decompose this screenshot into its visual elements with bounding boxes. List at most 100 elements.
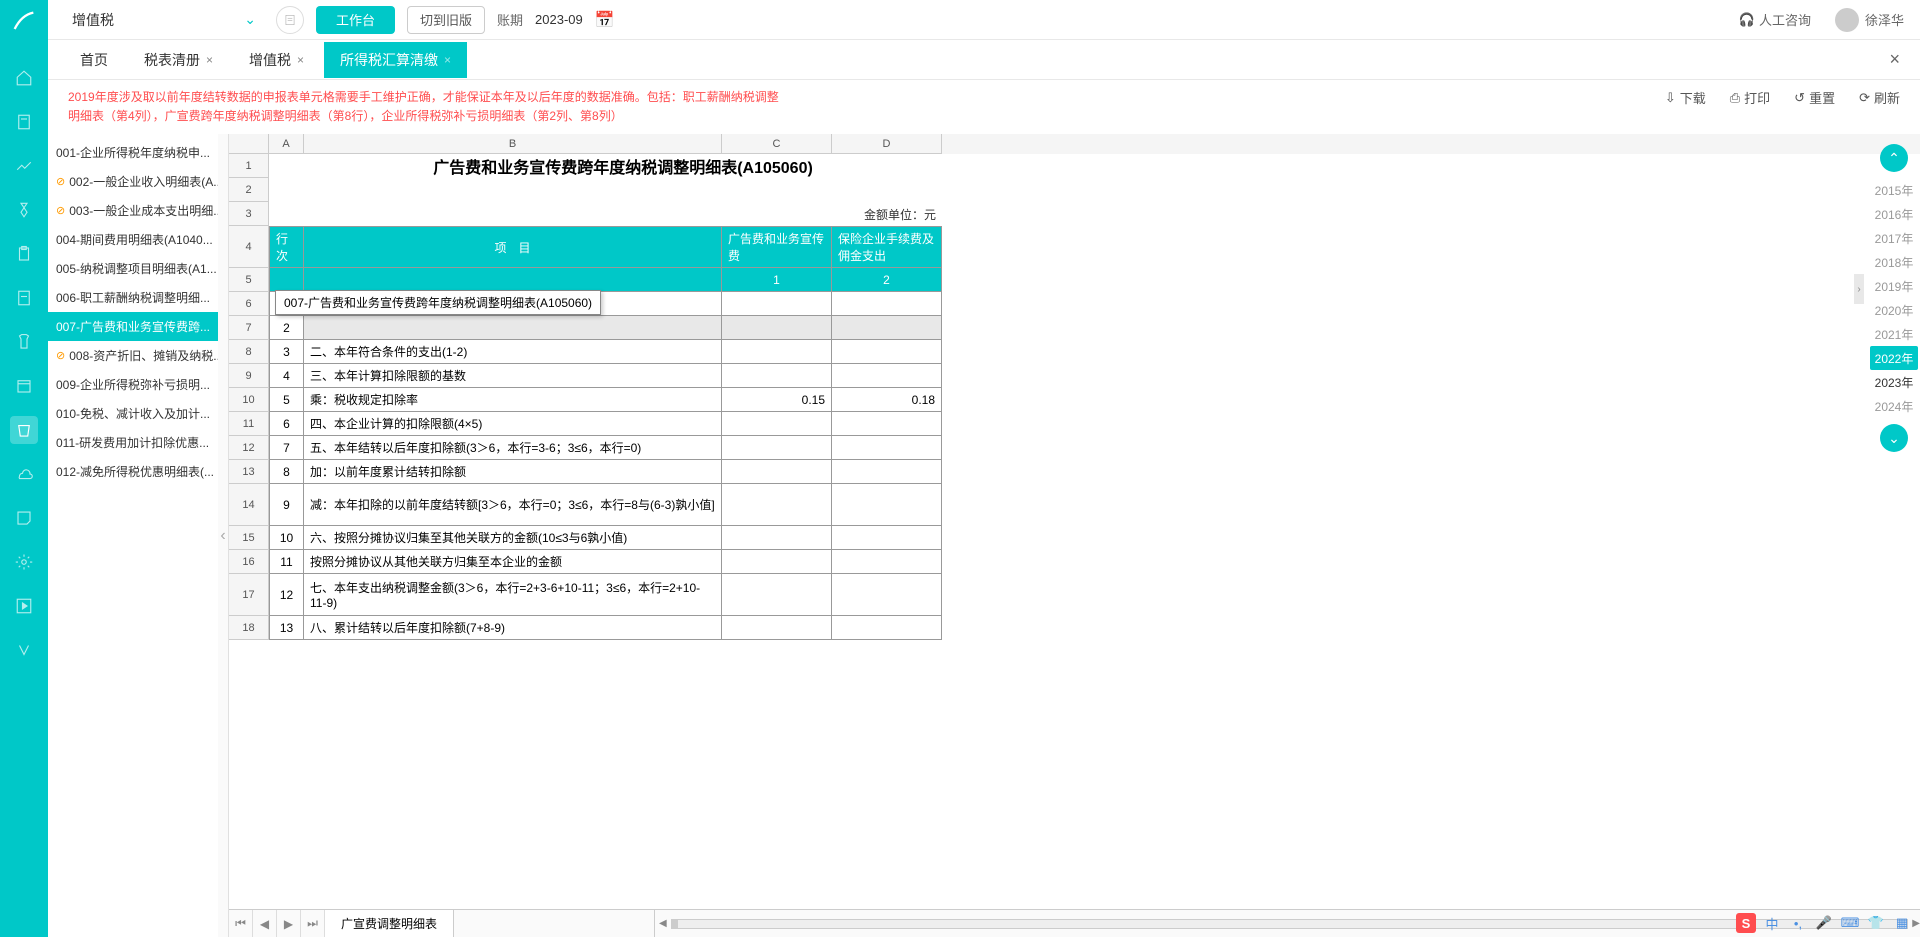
nav-chart-icon[interactable] (10, 152, 38, 180)
row-header[interactable]: 11 (229, 412, 269, 436)
row-header[interactable]: 14 (229, 484, 269, 526)
form-list-item[interactable]: 005-纳税调整项目明细表(A1... (48, 254, 218, 283)
year-button[interactable]: 2015年 (1870, 178, 1918, 202)
cell-item[interactable]: 五、本年结转以后年度扣除额(3＞6，本行=3-6；3≤6，本行=0) (304, 436, 722, 460)
cell-index[interactable]: 3 (269, 340, 304, 364)
cell-item[interactable]: 二、本年符合条件的支出(1-2) (304, 340, 722, 364)
row-header[interactable]: 16 (229, 550, 269, 574)
form-list-item[interactable]: 006-职工薪酬纳税调整明细... (48, 283, 218, 312)
print-button[interactable]: ⎙打印 (1730, 88, 1770, 107)
row-header[interactable]: 10 (229, 388, 269, 412)
year-button[interactable]: 2022年 (1870, 346, 1918, 370)
history-button[interactable] (276, 6, 304, 34)
refresh-button[interactable]: ⟳刷新 (1859, 88, 1900, 107)
cell[interactable] (304, 178, 942, 202)
nav-tax-icon[interactable] (10, 416, 38, 444)
cell-index[interactable]: 12 (269, 574, 304, 616)
sheet-prev-button[interactable]: ◀ (253, 910, 277, 937)
tab-close-icon[interactable]: × (444, 53, 451, 67)
reset-button[interactable]: ↺重置 (1794, 88, 1835, 107)
cell-index[interactable]: 11 (269, 550, 304, 574)
col-header-b[interactable]: B (304, 134, 722, 154)
row-header[interactable]: 9 (229, 364, 269, 388)
help-button[interactable]: 🎧 人工咨询 (1739, 10, 1811, 29)
ime-logo-icon[interactable]: S (1736, 913, 1756, 933)
ime-toolbox-icon[interactable]: ▦ (1892, 913, 1912, 933)
cell-value[interactable] (832, 460, 942, 484)
nav-clipboard-icon[interactable] (10, 240, 38, 268)
nav-v-icon[interactable] (10, 636, 38, 664)
cell-item[interactable]: 四、本企业计算的扣除限额(4×5) (304, 412, 722, 436)
ime-keyboard-icon[interactable]: ⌨ (1840, 913, 1860, 933)
col-header-c[interactable]: C (722, 134, 832, 154)
sheet-last-button[interactable]: ⏭ (301, 910, 325, 937)
year-button[interactable]: 2019年 (1870, 274, 1918, 298)
cell[interactable] (269, 154, 304, 178)
cell-item[interactable]: 按照分摊协议从其他关联方归集至本企业的金额 (304, 550, 722, 574)
calendar-icon[interactable]: 📅 (595, 10, 615, 30)
cell-value[interactable]: 0.15 (722, 388, 832, 412)
row-header[interactable]: 2 (229, 178, 269, 202)
sheet-tab[interactable]: 广宣费调整明细表 (325, 910, 454, 937)
ime-punct-icon[interactable]: •, (1788, 913, 1808, 933)
form-list-item[interactable]: 007-广告费和业务宣传费跨... (48, 312, 218, 341)
cell-value[interactable] (722, 616, 832, 640)
row-header[interactable]: 15 (229, 526, 269, 550)
year-button[interactable]: 2016年 (1870, 202, 1918, 226)
cell-value[interactable] (832, 412, 942, 436)
cell-value[interactable] (722, 364, 832, 388)
cell-index[interactable]: 7 (269, 436, 304, 460)
cell-item[interactable]: 减：本年扣除的以前年度结转额[3＞6，本行=0；3≤6，本行=8与(6-3)孰小… (304, 484, 722, 526)
form-list-item[interactable]: 011-研发费用加计扣除优惠... (48, 428, 218, 457)
nav-inbox-icon[interactable] (10, 504, 38, 532)
cell-index[interactable]: 5 (269, 388, 304, 412)
sheet-first-button[interactable]: ⏮ (229, 910, 253, 937)
row-header[interactable]: 12 (229, 436, 269, 460)
cell-value[interactable] (832, 436, 942, 460)
form-list-item[interactable]: 004-期间费用明细表(A1040... (48, 225, 218, 254)
cell-value[interactable] (722, 574, 832, 616)
close-all-tabs[interactable]: × (1885, 45, 1904, 74)
cell-value[interactable] (832, 526, 942, 550)
cell-index[interactable]: 4 (269, 364, 304, 388)
col-header-a[interactable]: A (269, 134, 304, 154)
cell-item[interactable]: 三、本年计算扣除限额的基数 (304, 364, 722, 388)
cell-value[interactable] (722, 340, 832, 364)
year-button[interactable]: 2017年 (1870, 226, 1918, 250)
cell-value[interactable] (722, 436, 832, 460)
year-button[interactable]: 2024年 (1870, 394, 1918, 418)
tab-close-icon[interactable]: × (297, 53, 304, 67)
cell-value[interactable] (722, 526, 832, 550)
sheet-next-button[interactable]: ▶ (277, 910, 301, 937)
cell[interactable] (269, 178, 304, 202)
expand-panel-handle[interactable]: › (1854, 274, 1864, 304)
row-header[interactable]: 5 (229, 268, 269, 292)
cell-value[interactable] (722, 316, 832, 340)
row-header[interactable]: 17 (229, 574, 269, 616)
year-button[interactable]: 2020年 (1870, 298, 1918, 322)
cell-item[interactable]: 六、按照分摊协议归集至其他关联方的金额(10≤3与6孰小值) (304, 526, 722, 550)
row-header[interactable]: 8 (229, 340, 269, 364)
tab-incometax[interactable]: 所得税汇算清缴× (324, 42, 467, 78)
cell-item[interactable] (304, 316, 722, 340)
collapse-handle[interactable]: ‹ (218, 134, 228, 937)
cell-index[interactable]: 13 (269, 616, 304, 640)
form-list-item[interactable]: ⊘002-一般企业收入明细表(A... (48, 167, 218, 196)
tab-vat[interactable]: 增值税× (233, 42, 320, 78)
cell-item[interactable]: 七、本年支出纳税调整金额(3＞6，本行=2+3-6+10-11；3≤6，本行=2… (304, 574, 722, 616)
tab-taxlist[interactable]: 税表清册× (128, 42, 229, 78)
cell-value[interactable] (722, 292, 832, 316)
cell-item[interactable]: 八、累计结转以后年度扣除额(7+8-9) (304, 616, 722, 640)
cell[interactable] (269, 202, 304, 226)
nav-calc-icon[interactable] (10, 284, 38, 312)
nav-money-icon[interactable] (10, 196, 38, 224)
cell-value[interactable] (832, 616, 942, 640)
row-header[interactable]: 6 (229, 292, 269, 316)
form-list-item[interactable]: ⊘008-资产折旧、摊销及纳税... (48, 341, 218, 370)
oldversion-button[interactable]: 切到旧版 (407, 6, 485, 34)
tab-home[interactable]: 首页 (64, 42, 124, 78)
row-header[interactable]: 7 (229, 316, 269, 340)
cell-value[interactable] (832, 340, 942, 364)
col-header-d[interactable]: D (832, 134, 942, 154)
nav-home-icon[interactable] (10, 64, 38, 92)
